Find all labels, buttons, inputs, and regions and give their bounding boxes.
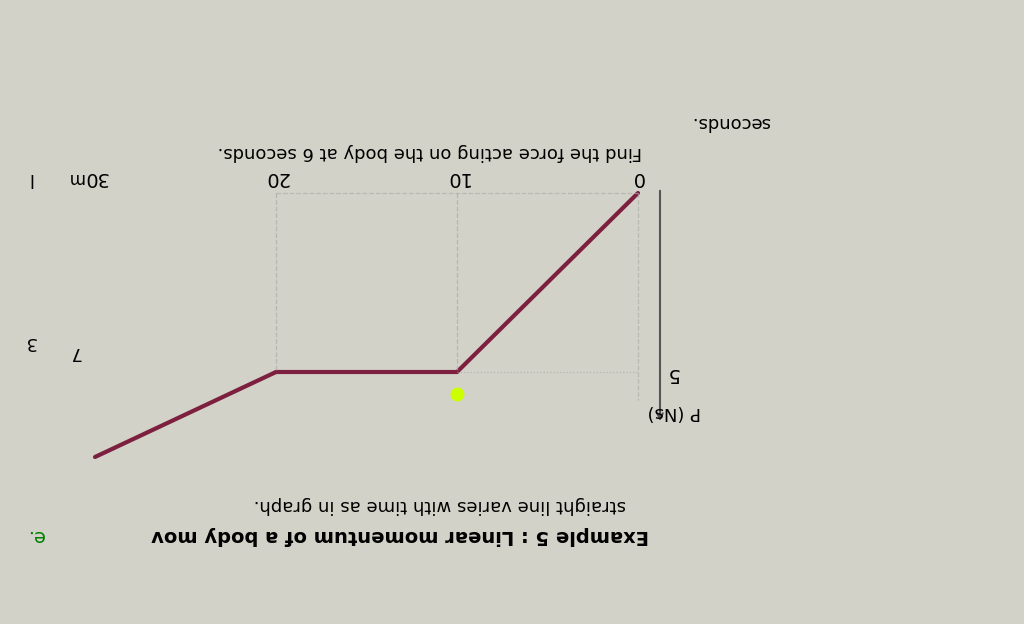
Text: 7: 7 (70, 343, 81, 361)
Text: Example 5 : Linear momentum of a body mov: Example 5 : Linear momentum of a body mo… (152, 525, 649, 545)
Text: seconds.: seconds. (690, 113, 770, 131)
Text: 3: 3 (25, 333, 36, 351)
Text: e.: e. (26, 525, 44, 545)
Text: l: l (28, 169, 33, 187)
Text: Find the force acting on the body at 6 seconds.: Find the force acting on the body at 6 s… (218, 143, 642, 161)
Text: 20: 20 (264, 168, 289, 187)
Text: straight line varies with time as in graph.: straight line varies with time as in gra… (254, 496, 627, 514)
Text: m: m (67, 169, 83, 187)
Text: 5: 5 (666, 364, 678, 383)
Text: P (Ns): P (Ns) (647, 403, 700, 421)
Text: 30: 30 (83, 168, 108, 187)
Text: 10: 10 (444, 168, 469, 187)
Text: 0: 0 (632, 168, 644, 187)
